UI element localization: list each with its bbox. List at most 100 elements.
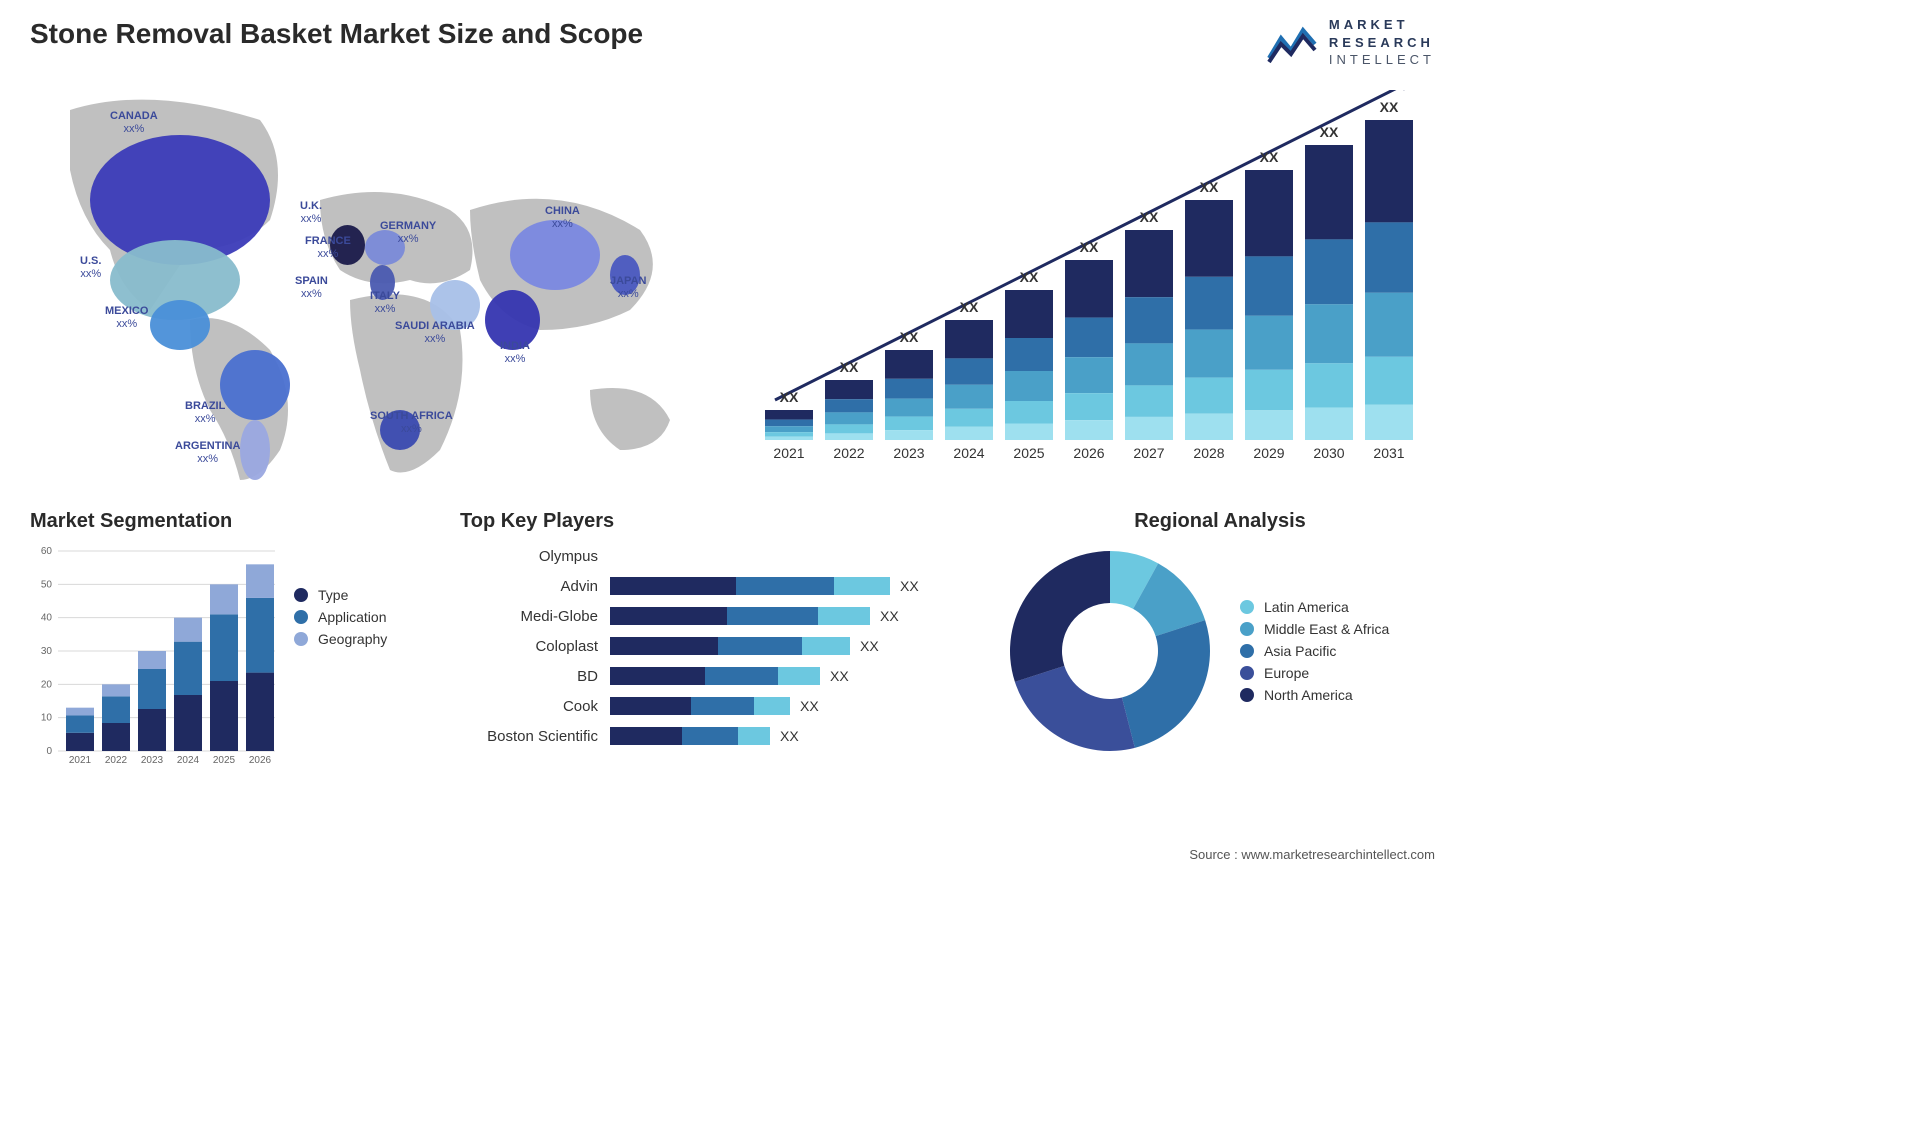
segmentation-chart: 0 10 20 30 40 50 60 2021 2022 2023 2024 2025 2026 [30,541,280,771]
svg-text:2027: 2027 [1133,445,1164,461]
svg-text:XX: XX [900,329,919,345]
map-label-canada: CANADAxx% [110,110,158,136]
player-bar [610,577,890,595]
player-name: BD [460,668,610,685]
player-bar [610,607,870,625]
logo-text: MARKET RESEARCH INTELLECT [1329,16,1435,69]
svg-text:30: 30 [41,646,53,657]
player-value: XX [880,608,899,624]
map-label-france: FRANCExx% [305,235,351,261]
svg-text:2028: 2028 [1193,445,1224,461]
players-chart: Olympus Advin XX Medi-Globe XX Coloplast XX BD X… [460,541,980,751]
map-label-argentina: ARGENTINAxx% [175,440,240,466]
svg-text:2026: 2026 [249,755,272,766]
player-name: Medi-Globe [460,608,610,625]
player-value: XX [800,698,819,714]
player-bar [610,727,770,745]
svg-text:XX: XX [840,359,859,375]
svg-text:2021: 2021 [69,755,92,766]
player-name: Cook [460,698,610,715]
svg-text:2024: 2024 [177,755,200,766]
player-value: XX [860,638,879,654]
page-title: Stone Removal Basket Market Size and Sco… [30,18,643,50]
player-row-cook: Cook XX [460,691,980,721]
svg-text:2022: 2022 [105,755,128,766]
player-name: Advin [460,578,610,595]
segmentation-title: Market Segmentation [30,510,430,533]
player-row-olympus: Olympus [460,541,980,571]
svg-text:XX: XX [1200,179,1219,195]
player-row-bd: BD XX [460,661,980,691]
map-label-saudi-arabia: SAUDI ARABIAxx% [395,320,475,346]
regional-donut [1000,541,1220,761]
region-legend-asia-pacific: Asia Pacific [1240,643,1389,659]
player-bar [610,697,790,715]
region-legend-latin-america: Latin America [1240,599,1389,615]
svg-text:XX: XX [960,299,979,315]
svg-text:XX: XX [1260,149,1279,165]
region-legend-europe: Europe [1240,665,1389,681]
svg-text:2022: 2022 [833,445,864,461]
player-name: Boston Scientific [460,728,610,745]
svg-text:XX: XX [1020,269,1039,285]
regional-legend: Latin America Middle East & Africa Asia Pa… [1240,593,1389,709]
svg-text:2025: 2025 [213,755,236,766]
player-value: XX [830,668,849,684]
svg-text:XX: XX [1320,124,1339,140]
region-legend-middle-east-africa: Middle East & Africa [1240,621,1389,637]
source-text: Source : www.marketresearchintellect.com [1189,847,1435,862]
svg-text:60: 60 [41,546,53,557]
map-label-south-africa: SOUTH AFRICAxx% [370,410,453,436]
regional-block: Regional Analysis Latin America Middle Ea… [1000,510,1440,761]
seg-legend-application: Application [294,609,387,625]
svg-text:XX: XX [1380,99,1399,115]
brand-logo: MARKET RESEARCH INTELLECT [1265,16,1435,69]
map-label-india: INDIAxx% [500,340,530,366]
svg-text:50: 50 [41,579,53,590]
player-value: XX [900,578,919,594]
svg-text:2030: 2030 [1313,445,1344,461]
player-name: Coloplast [460,638,610,655]
map-label-u.k.: U.K.xx% [300,200,322,226]
players-title: Top Key Players [460,510,980,533]
svg-text:XX: XX [1140,209,1159,225]
players-block: Top Key Players OlympusAdvinXXMedi-Globe… [460,510,980,751]
region-legend-north-america: North America [1240,687,1389,703]
svg-text:XX: XX [1080,239,1099,255]
svg-text:2029: 2029 [1253,445,1284,461]
player-bar [610,637,850,655]
forecast-chart: XX2021XX2022XX2023XX2024XX2025XX2026XX20… [745,90,1435,470]
map-label-brazil: BRAZILxx% [185,400,225,426]
player-row-coloplast: Coloplast XX [460,631,980,661]
svg-text:2031: 2031 [1373,445,1404,461]
svg-text:2026: 2026 [1073,445,1104,461]
player-bar [610,667,820,685]
player-row-boston-scientific: Boston Scientific XX [460,721,980,751]
map-label-italy: ITALYxx% [370,290,400,316]
map-label-u.s.: U.S.xx% [80,255,101,281]
svg-text:2024: 2024 [953,445,984,461]
svg-text:10: 10 [41,713,53,724]
map-label-spain: SPAINxx% [295,275,328,301]
seg-legend-type: Type [294,587,387,603]
svg-text:20: 20 [41,679,53,690]
svg-text:2021: 2021 [773,445,804,461]
player-name: Olympus [460,548,610,565]
logo-icon [1265,20,1319,64]
seg-legend-geography: Geography [294,631,387,647]
world-map: CANADAxx% U.S.xx% MEXICOxx% BRAZILxx% ARGENT… [30,80,710,490]
player-value: XX [780,728,799,744]
regional-title: Regional Analysis [1000,510,1440,533]
svg-text:2023: 2023 [141,755,164,766]
svg-text:XX: XX [780,389,799,405]
player-row-medi-globe: Medi-Globe XX [460,601,980,631]
map-label-mexico: MEXICOxx% [105,305,148,331]
map-label-japan: JAPANxx% [610,275,646,301]
svg-text:40: 40 [41,613,53,624]
segmentation-legend: Type Application Geography [294,541,387,771]
segmentation-block: Market Segmentation 0 10 20 30 40 50 60 2021 202… [30,510,430,771]
svg-text:2023: 2023 [893,445,924,461]
player-row-advin: Advin XX [460,571,980,601]
map-label-china: CHINAxx% [545,205,580,231]
svg-text:0: 0 [46,746,52,757]
